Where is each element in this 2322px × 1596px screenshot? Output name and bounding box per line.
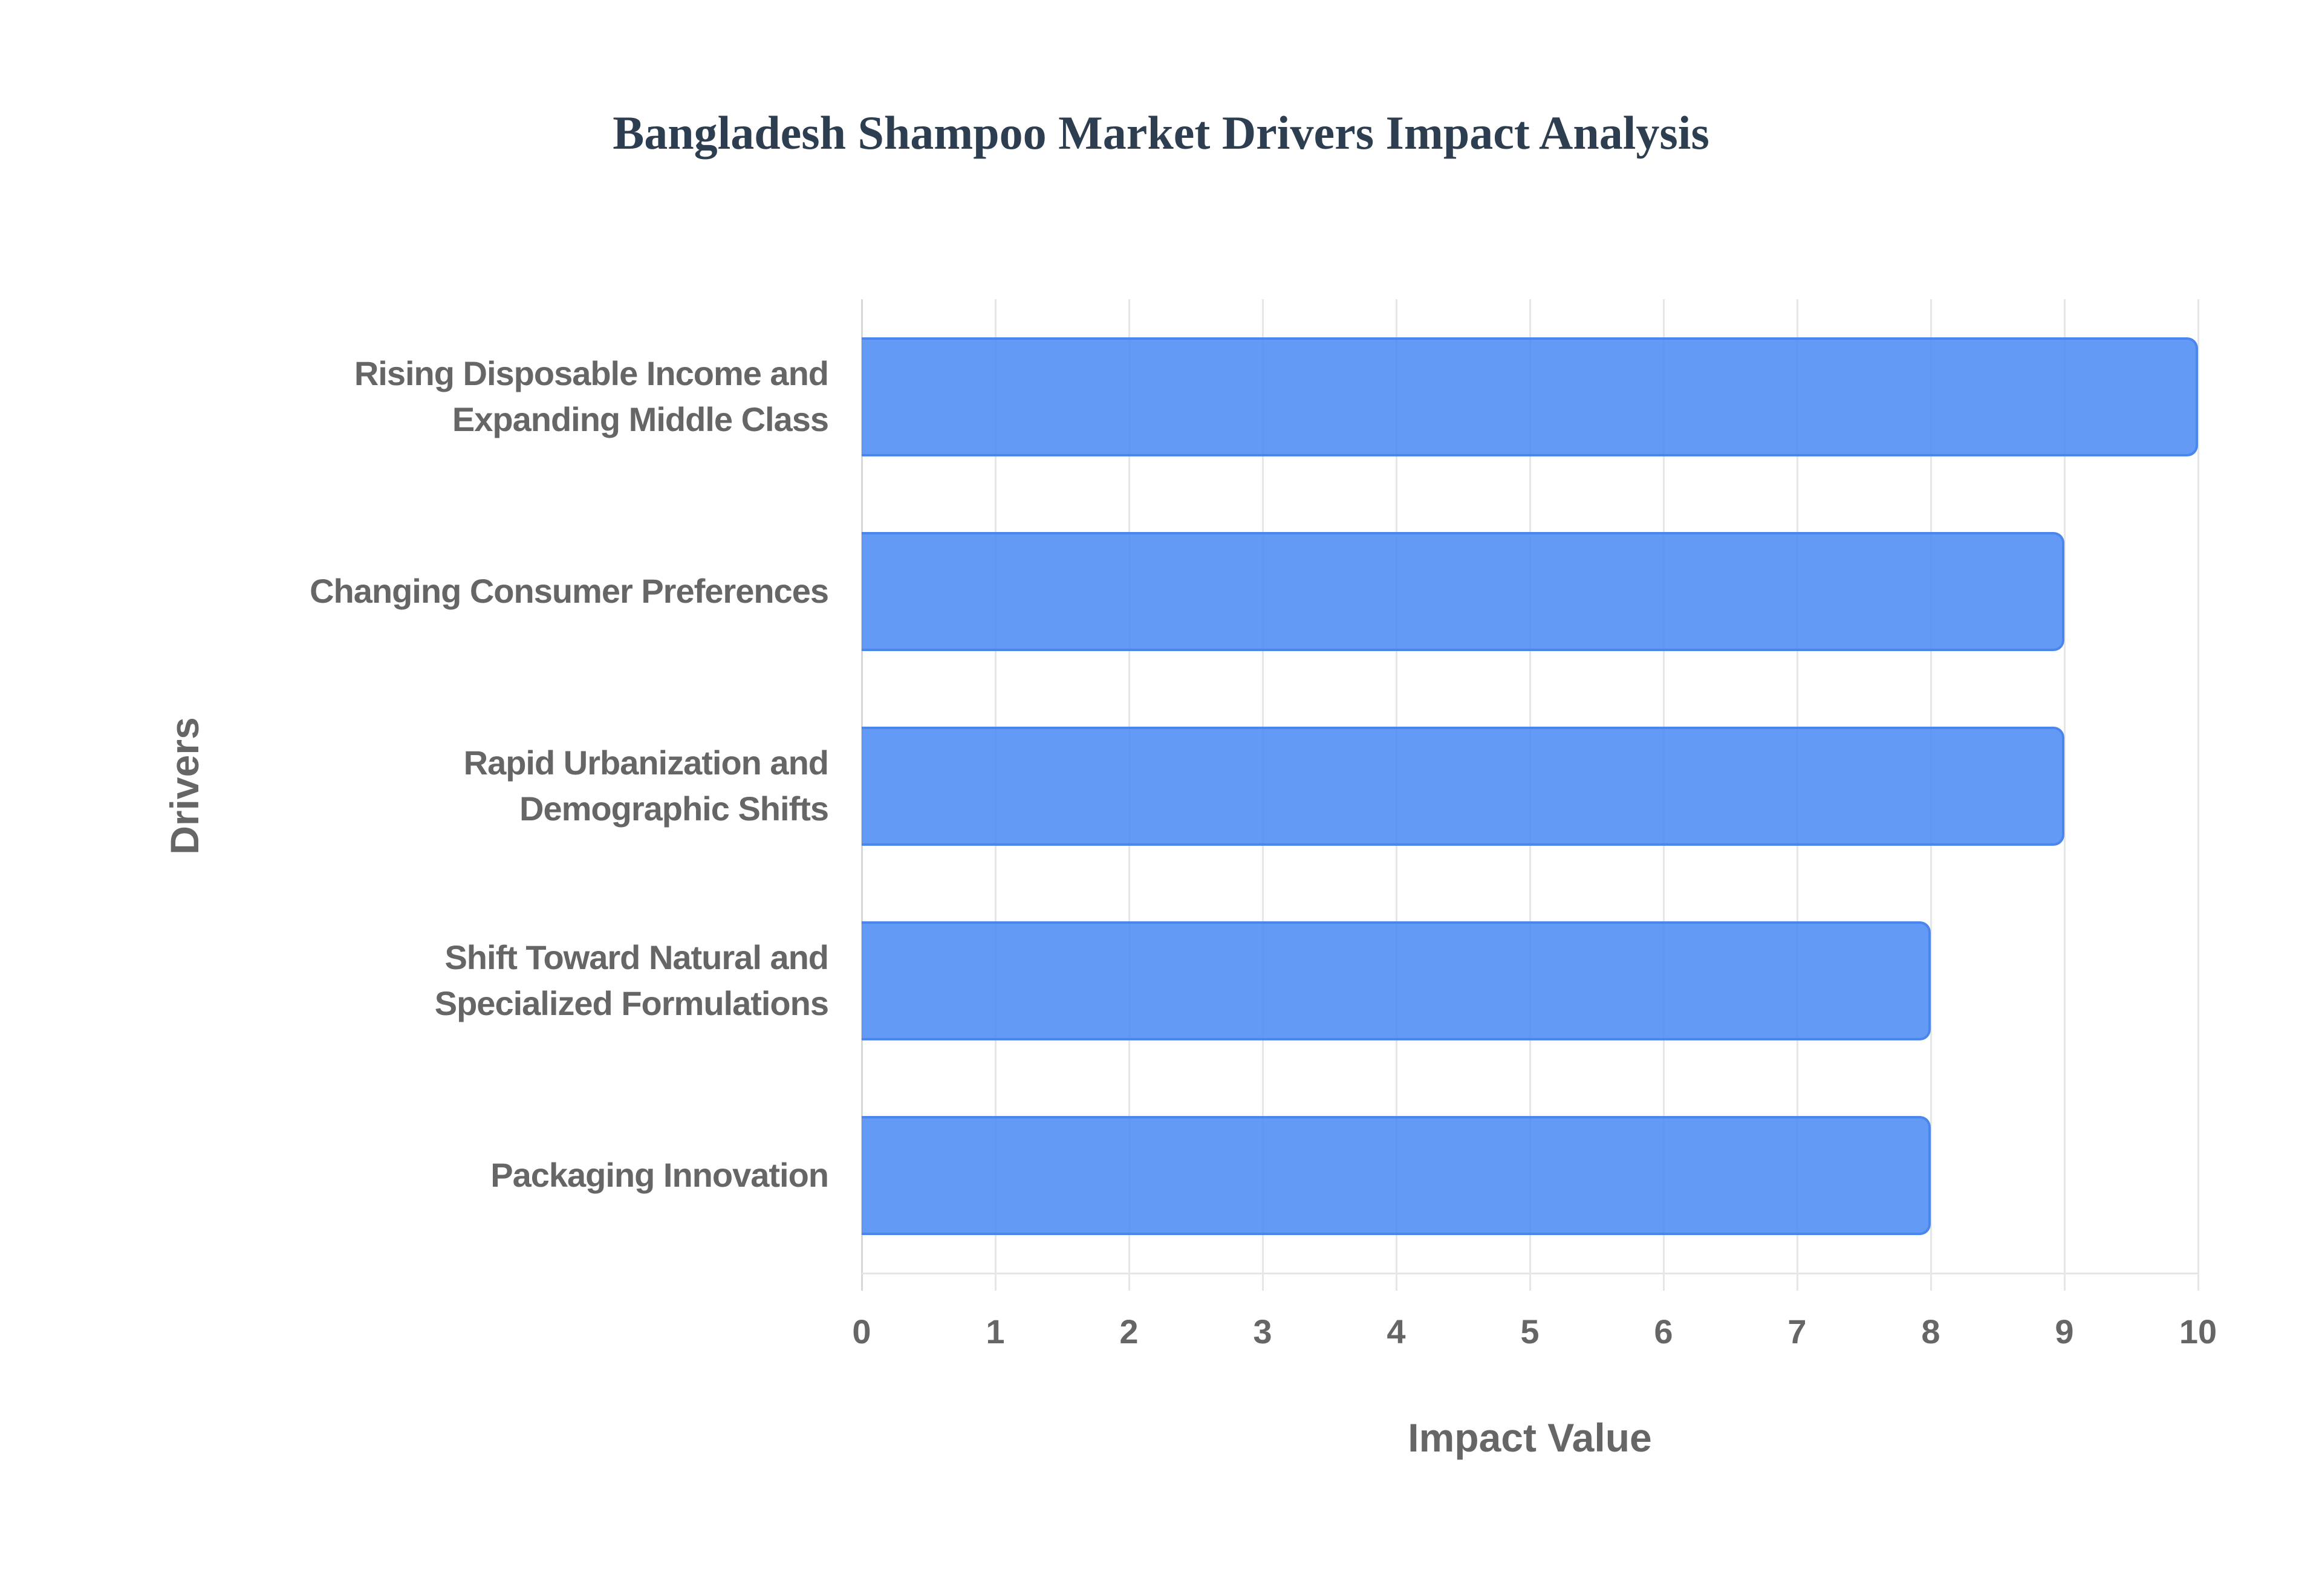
x-tick-label: 4 bbox=[1387, 1312, 1406, 1351]
gridline bbox=[2197, 299, 2199, 1291]
bar[interactable] bbox=[862, 726, 2064, 846]
x-tick-label: 5 bbox=[1520, 1312, 1540, 1351]
chart-title: Bangladesh Shampoo Market Drivers Impact… bbox=[613, 106, 1709, 159]
y-category-label: Rising Disposable Income and Expanding Mi… bbox=[354, 354, 829, 438]
x-tick-label: 8 bbox=[1921, 1312, 1940, 1351]
y-category-label: Packaging Innovation bbox=[490, 1156, 829, 1194]
x-tick-label: 2 bbox=[1119, 1312, 1139, 1351]
y-category-label: Shift Toward Natural and Specialized Form… bbox=[434, 938, 829, 1022]
x-tick-label: 9 bbox=[2055, 1312, 2074, 1351]
bar[interactable] bbox=[862, 921, 1931, 1040]
x-tick-label: 0 bbox=[852, 1312, 871, 1351]
x-axis-title: Impact Value bbox=[1408, 1415, 1652, 1460]
y-category-label: Changing Consumer Preferences bbox=[310, 572, 829, 610]
y-axis-title: Drivers bbox=[162, 717, 207, 855]
plot-area bbox=[861, 299, 2199, 1291]
x-axis-line bbox=[862, 1273, 2198, 1274]
x-tick-label: 6 bbox=[1654, 1312, 1673, 1351]
bar[interactable] bbox=[862, 337, 2198, 456]
x-tick-label: 7 bbox=[1787, 1312, 1807, 1351]
bar[interactable] bbox=[862, 1115, 1931, 1235]
y-category-label: Rapid Urbanization and Demographic Shifts bbox=[463, 744, 829, 828]
x-tick-label: 10 bbox=[2179, 1312, 2217, 1351]
x-tick-label: 3 bbox=[1253, 1312, 1272, 1351]
x-tick-label: 1 bbox=[986, 1312, 1005, 1351]
bar[interactable] bbox=[862, 531, 2064, 651]
gridline bbox=[2064, 299, 2066, 1291]
